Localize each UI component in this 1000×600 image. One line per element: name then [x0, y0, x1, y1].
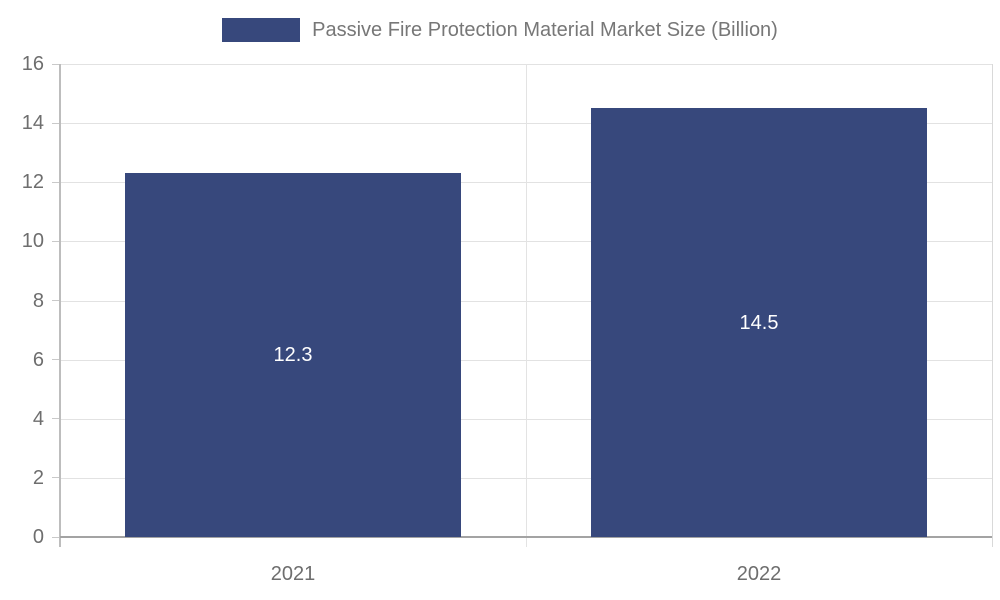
plot-right-border — [992, 64, 993, 547]
y-axis-tick-label: 10 — [21, 230, 44, 253]
y-axis-tick — [52, 300, 60, 301]
category-divider-line — [526, 64, 527, 547]
plot-area: 0 2 4 6 8 10 12 14 16 12.3 2021 14.5 2022 — [22, 53, 993, 585]
y-axis-tick-label: 6 — [32, 348, 44, 371]
y-axis-tick-label: 4 — [32, 407, 44, 430]
y-axis-tick — [52, 477, 60, 479]
legend-label: Passive Fire Protection Material Market … — [312, 18, 778, 41]
y-axis-tick — [52, 63, 60, 65]
y-axis-tick-label: 12 — [21, 171, 44, 194]
y-axis-tick-label: 14 — [21, 112, 44, 135]
y-axis-line — [59, 64, 61, 547]
y-axis-tick — [52, 418, 60, 420]
y-axis-tick — [52, 240, 60, 242]
bar[interactable] — [125, 173, 461, 537]
bar-value-label: 12.3 — [273, 344, 313, 367]
y-axis-tick-label: 16 — [21, 53, 44, 75]
y-axis-tick — [52, 181, 60, 183]
x-axis-tick-label: 2021 — [270, 563, 316, 585]
y-axis-tick-label: 2 — [32, 466, 44, 489]
y-axis-tick — [52, 359, 60, 361]
x-axis-line — [60, 536, 992, 538]
y-axis-tick-label: 8 — [32, 289, 44, 312]
legend-swatch — [222, 18, 301, 42]
y-axis-tick — [52, 536, 60, 538]
y-axis-tick-label: 0 — [32, 526, 44, 548]
y-axis-tick — [52, 122, 60, 124]
bar-value-label: 14.5 — [739, 311, 779, 334]
x-axis-tick-label: 2022 — [736, 563, 782, 585]
legend[interactable]: Passive Fire Protection Material Market … — [0, 14, 1000, 46]
bar[interactable] — [591, 108, 927, 537]
